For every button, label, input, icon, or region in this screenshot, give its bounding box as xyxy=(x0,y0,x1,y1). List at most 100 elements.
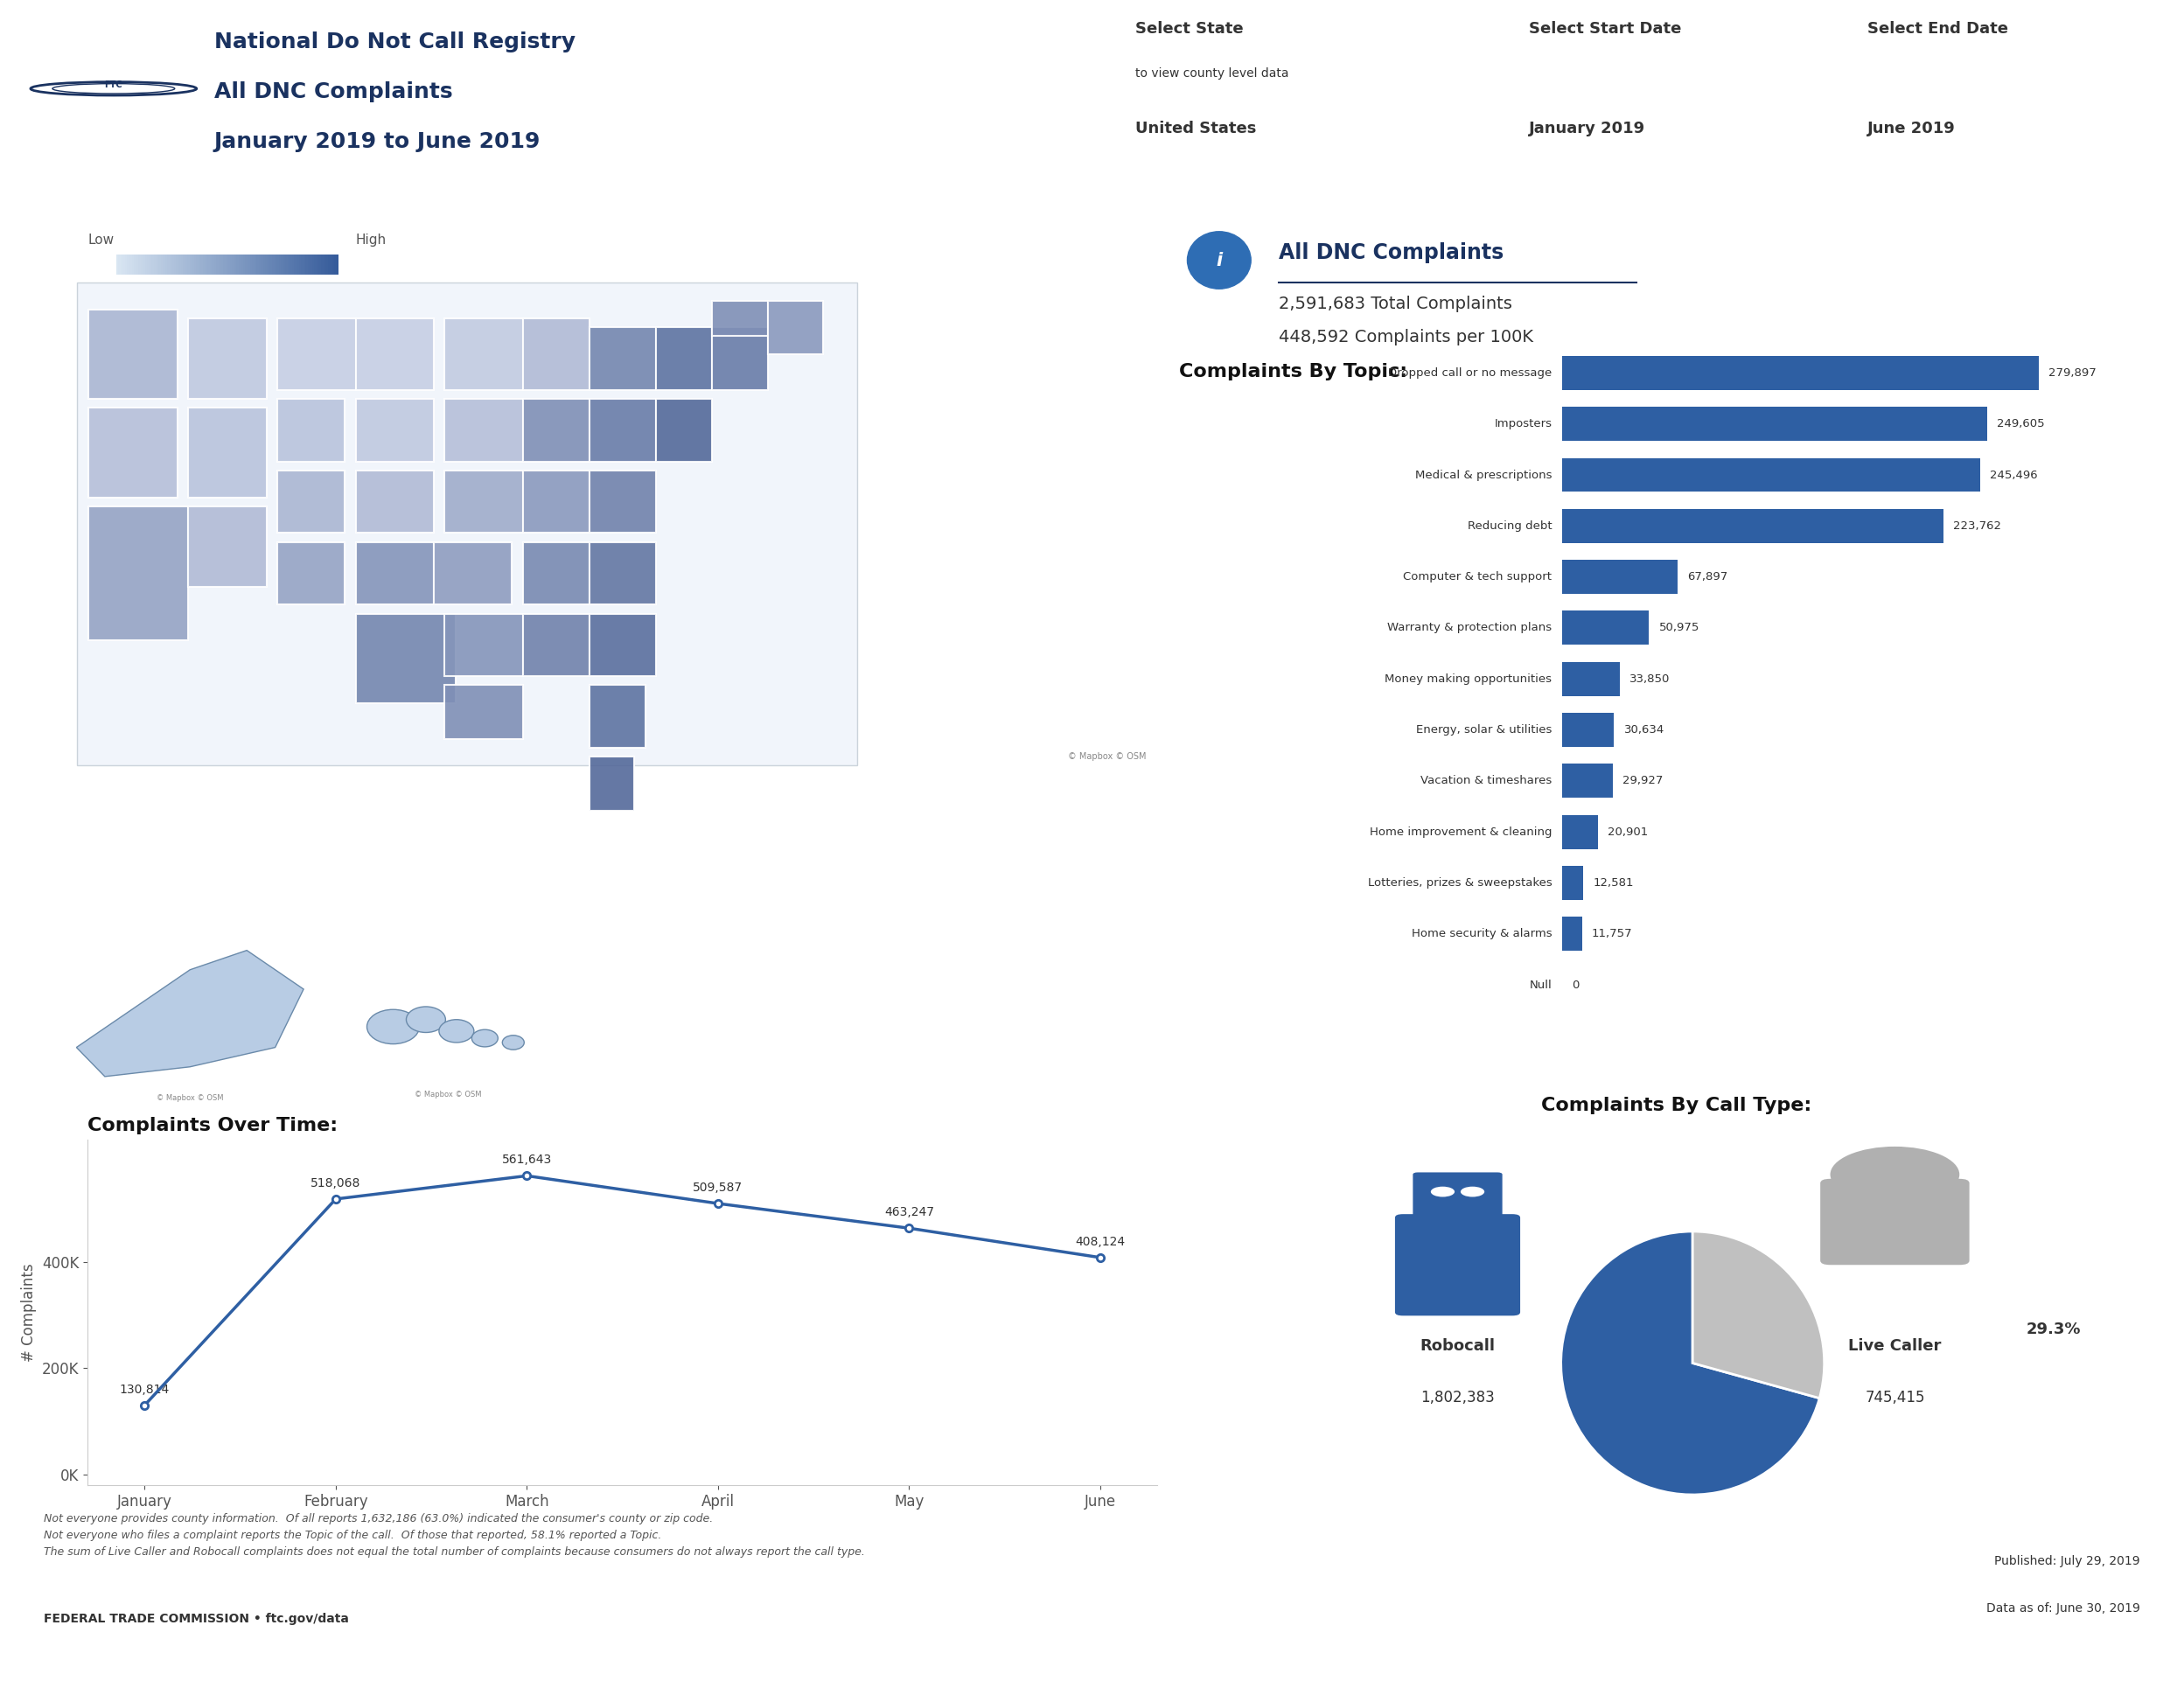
Bar xyxy=(129,255,131,275)
Bar xyxy=(186,255,188,275)
Text: January 2019 to June 2019: January 2019 to June 2019 xyxy=(214,132,542,152)
Text: All DNC Complaints: All DNC Complaints xyxy=(214,81,452,103)
Bar xyxy=(188,506,266,587)
Text: Select End Date: Select End Date xyxy=(1867,22,2007,37)
Text: 0: 0 xyxy=(1572,979,1579,991)
Text: 33,850: 33,850 xyxy=(1629,674,1671,685)
Bar xyxy=(149,255,151,275)
Bar xyxy=(273,255,275,275)
Bar xyxy=(124,255,127,275)
Bar xyxy=(319,255,321,275)
Text: Not everyone provides county information.  Of all reports 1,632,186 (63.0%) indi: Not everyone provides county information… xyxy=(44,1512,865,1558)
Text: to view county level data: to view county level data xyxy=(1136,68,1289,79)
Bar xyxy=(197,255,199,275)
Bar xyxy=(262,255,264,275)
Wedge shape xyxy=(1693,1232,1824,1398)
Bar xyxy=(590,327,657,390)
Text: United States: United States xyxy=(1136,120,1256,137)
Bar xyxy=(203,255,205,275)
Bar xyxy=(769,300,823,354)
Bar xyxy=(183,255,186,275)
Text: Home improvement & cleaning: Home improvement & cleaning xyxy=(1369,825,1553,837)
Bar xyxy=(201,255,203,275)
Bar xyxy=(269,255,271,275)
Text: 20,901: 20,901 xyxy=(1607,825,1649,837)
Bar xyxy=(216,255,218,275)
Bar xyxy=(120,255,122,275)
Text: 2,591,683 Total Complaints: 2,591,683 Total Complaints xyxy=(1280,295,1511,312)
Text: Select Start Date: Select Start Date xyxy=(1529,22,1682,37)
Bar xyxy=(299,255,301,275)
Text: Complaints By Call Type:: Complaints By Call Type: xyxy=(1542,1097,1811,1114)
Bar xyxy=(253,255,256,275)
Text: i: i xyxy=(1216,252,1223,268)
Bar xyxy=(522,614,590,677)
Bar xyxy=(118,255,120,275)
Bar xyxy=(308,255,310,275)
Bar xyxy=(1562,917,1581,950)
Text: National Do Not Call Registry: National Do Not Call Registry xyxy=(214,32,574,52)
Bar xyxy=(336,255,339,275)
Text: © Mapbox © OSM: © Mapbox © OSM xyxy=(415,1090,480,1099)
Bar xyxy=(229,255,232,275)
Wedge shape xyxy=(1562,1232,1819,1494)
Bar xyxy=(151,255,153,275)
Bar xyxy=(264,255,269,275)
Text: Warranty & protection plans: Warranty & protection plans xyxy=(1387,623,1553,633)
Bar xyxy=(127,255,129,275)
FancyBboxPatch shape xyxy=(1396,1214,1520,1315)
Bar xyxy=(170,255,173,275)
Bar xyxy=(1562,662,1621,695)
Text: Low: Low xyxy=(87,233,114,246)
Bar xyxy=(446,398,522,461)
Bar xyxy=(199,255,201,275)
Bar xyxy=(446,319,522,390)
Bar xyxy=(1562,356,2040,390)
Bar xyxy=(166,255,168,275)
Bar xyxy=(1562,712,1614,746)
Text: Medical & prescriptions: Medical & prescriptions xyxy=(1415,469,1553,481)
Bar xyxy=(314,255,317,275)
Text: Energy, solar & utilities: Energy, solar & utilities xyxy=(1415,724,1553,736)
Text: 408,124: 408,124 xyxy=(1075,1236,1125,1247)
Bar xyxy=(238,255,240,275)
Bar xyxy=(297,255,299,275)
Bar xyxy=(142,255,144,275)
Text: Money making opportunities: Money making opportunities xyxy=(1385,674,1553,685)
Bar xyxy=(87,506,188,640)
Text: FTC: FTC xyxy=(105,81,122,89)
Text: Imposters: Imposters xyxy=(1494,419,1553,430)
Bar xyxy=(356,542,432,604)
FancyBboxPatch shape xyxy=(1819,1178,1970,1264)
Bar xyxy=(286,255,288,275)
Circle shape xyxy=(406,1006,446,1033)
Bar xyxy=(159,255,162,275)
Bar xyxy=(330,255,332,275)
Bar xyxy=(306,255,308,275)
Bar xyxy=(1562,866,1583,900)
Bar xyxy=(275,255,277,275)
Bar xyxy=(1562,765,1614,798)
Circle shape xyxy=(502,1035,524,1050)
Bar xyxy=(277,471,345,533)
Bar xyxy=(432,542,511,604)
Bar xyxy=(325,255,328,275)
Text: Complaints Over Time:: Complaints Over Time: xyxy=(87,1117,339,1134)
Bar xyxy=(712,327,769,390)
Bar xyxy=(225,255,227,275)
Bar xyxy=(153,255,157,275)
Bar xyxy=(356,471,432,533)
Text: 249,605: 249,605 xyxy=(1996,419,2044,430)
Text: 29,927: 29,927 xyxy=(1623,775,1664,787)
Bar xyxy=(251,255,253,275)
Bar xyxy=(258,255,260,275)
Bar xyxy=(221,255,223,275)
Bar xyxy=(210,255,212,275)
Text: 518,068: 518,068 xyxy=(310,1177,360,1190)
Bar xyxy=(138,255,140,275)
Bar xyxy=(312,255,314,275)
Bar xyxy=(207,255,210,275)
Bar xyxy=(144,255,146,275)
Bar xyxy=(87,309,177,398)
Text: 561,643: 561,643 xyxy=(502,1155,553,1166)
